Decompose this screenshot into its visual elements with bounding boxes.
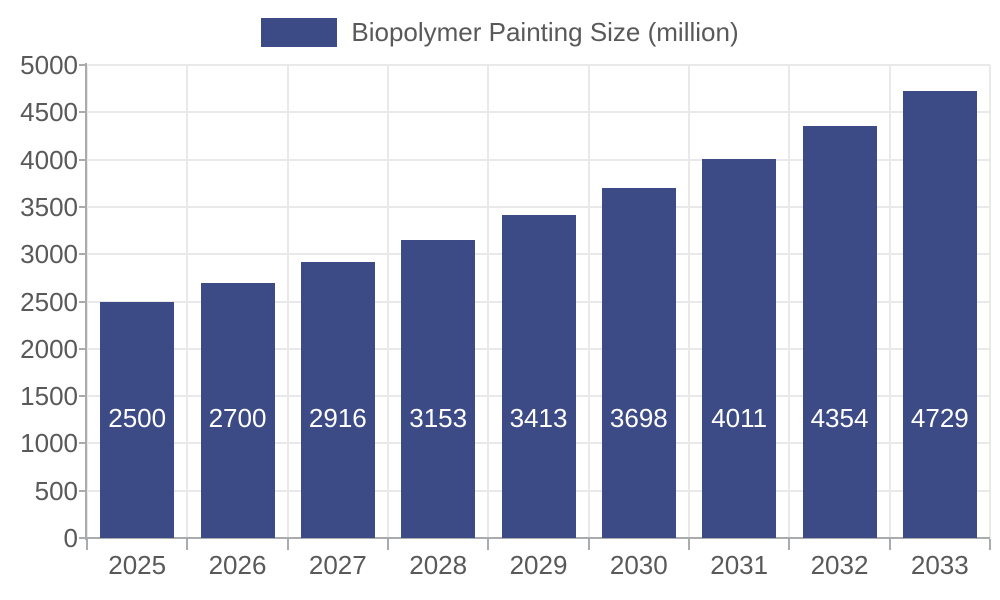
gridline-horizontal	[87, 158, 990, 161]
bar-value-label: 3698	[609, 403, 668, 433]
bar[interactable]: 2916	[300, 262, 375, 538]
y-axis-tick-label: 1500	[20, 381, 78, 412]
gridline-horizontal	[87, 64, 990, 66]
y-axis-tick-label: 2500	[20, 286, 78, 317]
y-axis-tick-mark	[79, 300, 87, 303]
bar-value-label: 3153	[409, 403, 468, 433]
gridline-vertical	[688, 65, 690, 538]
bar[interactable]: 2500	[100, 301, 175, 538]
bar[interactable]: 3698	[601, 188, 676, 538]
x-axis-tick-mark	[186, 539, 189, 550]
x-axis-tick-mark	[989, 539, 991, 550]
y-axis-tick-mark	[79, 489, 87, 492]
gridline-vertical	[888, 65, 891, 538]
gridline-vertical	[587, 65, 590, 538]
y-axis-tick-label: 0	[63, 523, 78, 553]
y-axis-tick-label: 4000	[20, 144, 78, 175]
legend-item-biopolymer-painting-size[interactable]: Biopolymer Painting Size (million)	[261, 17, 739, 47]
x-axis-tick-mark	[688, 539, 690, 550]
y-axis-tick-label: 5000	[20, 50, 78, 80]
x-axis-tick-label: 2031	[710, 550, 769, 580]
x-axis-tick-label: 2033	[910, 550, 969, 580]
y-axis-tick-label: 3500	[20, 191, 78, 222]
gridline-vertical	[788, 65, 791, 538]
y-axis-tick-label: 2000	[20, 333, 78, 364]
x-axis-tick-mark	[86, 539, 88, 550]
x-axis-tick-mark	[286, 539, 289, 550]
y-axis-tick-mark	[79, 395, 87, 398]
bar-value-label: 3413	[509, 403, 568, 433]
y-axis-tick-labels: 0 500 1000 1500 2000 2500 3000 3500 4000 4500 5000	[0, 0, 87, 600]
bar-value-label: 4729	[910, 403, 969, 433]
y-axis-tick-label: 4500	[20, 97, 78, 128]
x-axis-tick-mark	[387, 539, 389, 550]
y-axis-tick-mark	[79, 253, 87, 256]
y-axis-tick-mark	[79, 158, 87, 161]
x-axis-tick-label: 2028	[409, 550, 468, 580]
y-axis-tick-mark	[79, 205, 87, 208]
bar[interactable]: 3413	[501, 215, 576, 538]
y-axis-tick-mark	[79, 347, 87, 350]
bar-value-label: 4354	[810, 403, 869, 433]
y-axis-tick-label: 1000	[20, 428, 78, 459]
chart-legend: Biopolymer Painting Size (million)	[0, 10, 1000, 54]
gridline-vertical	[186, 65, 189, 538]
bar[interactable]: 4011	[702, 158, 777, 538]
x-axis-tick-mark	[587, 539, 590, 550]
y-axis-tick-mark	[79, 64, 87, 66]
x-axis-tick-label: 2026	[208, 550, 267, 580]
x-axis-tick-label: 2032	[810, 550, 869, 580]
x-axis-tick-mark	[487, 539, 490, 550]
y-axis-tick-label: 3000	[20, 239, 78, 270]
bar-series-biopolymer-painting-size: 2500 2700 2916 3153 3413 3698 4011 4354 4729	[87, 65, 990, 538]
bar-value-label: 2916	[308, 403, 367, 433]
y-axis-tick-mark	[79, 111, 87, 114]
bar-value-label: 4011	[711, 403, 768, 433]
gridline-vertical	[387, 65, 389, 538]
bar-value-label: 2500	[108, 403, 167, 433]
bar-value-label: 2700	[208, 403, 267, 433]
x-axis-tick-label: 2029	[509, 550, 568, 580]
gridline-horizontal	[87, 205, 990, 208]
x-axis-line	[85, 537, 990, 539]
gridline-vertical	[86, 65, 88, 538]
gridline-vertical	[989, 65, 991, 538]
gridline-horizontal	[87, 111, 990, 114]
bar[interactable]: 2700	[200, 282, 275, 538]
bar[interactable]: 4729	[902, 90, 977, 538]
gridline-vertical	[487, 65, 490, 538]
x-axis-tick-mark	[888, 539, 891, 550]
x-axis-tick-label: 2025	[108, 550, 167, 580]
x-axis-tick-label: 2030	[609, 550, 668, 580]
y-axis-tick-mark	[79, 537, 87, 539]
legend-color-swatch-icon	[261, 17, 338, 47]
x-axis-tick-label: 2027	[308, 550, 367, 580]
y-axis-tick-mark	[79, 442, 87, 445]
gridline-vertical	[286, 65, 289, 538]
bar[interactable]: 4354	[802, 126, 877, 538]
bar[interactable]: 3153	[401, 239, 476, 538]
legend-item-label: Biopolymer Painting Size (million)	[351, 17, 739, 47]
y-axis-tick-label: 500	[34, 475, 78, 506]
x-axis-tick-mark	[788, 539, 791, 550]
